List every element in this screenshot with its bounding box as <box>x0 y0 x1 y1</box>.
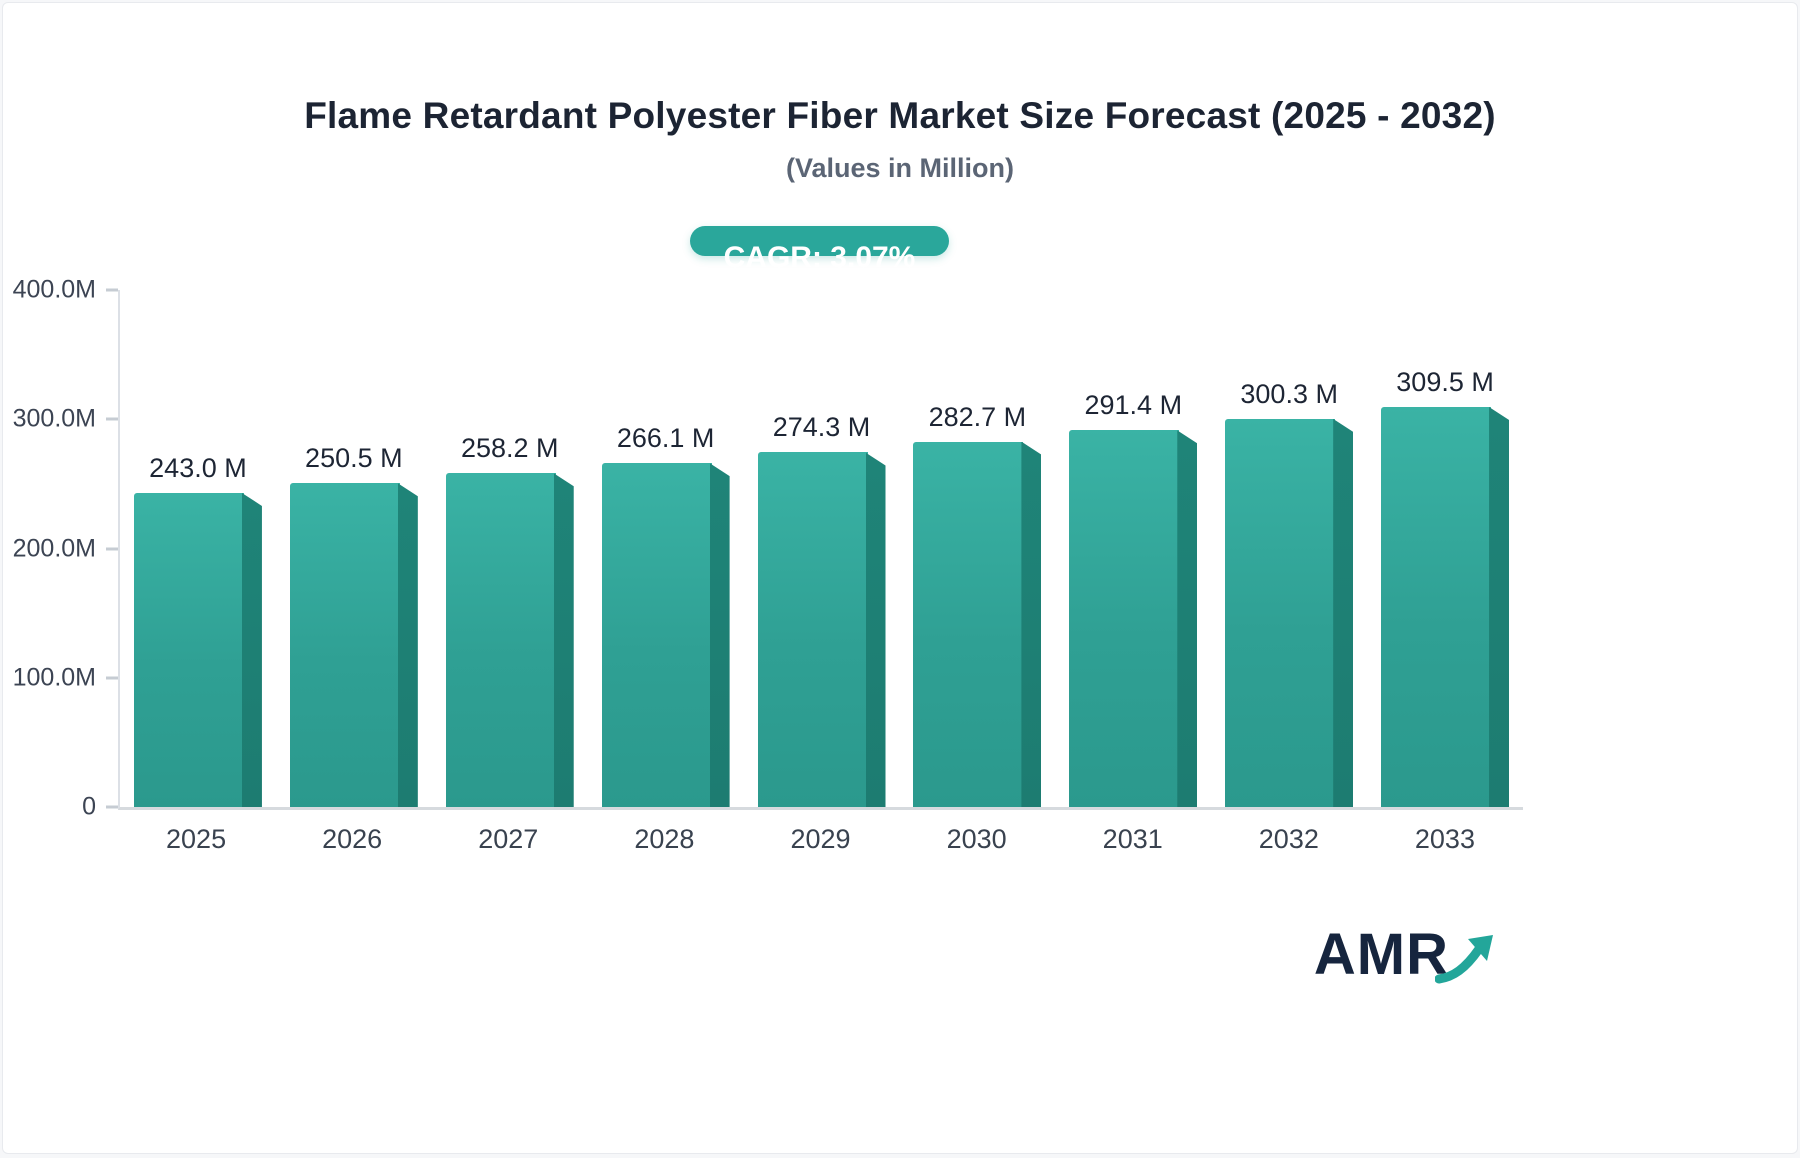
x-axis-label: 2033 <box>1414 824 1475 854</box>
bar-side-shadow <box>241 492 262 807</box>
bar-column: 291.4 M <box>1055 290 1211 807</box>
bar-face <box>1069 430 1180 807</box>
bar-face <box>1225 418 1336 807</box>
bar-side-shadow <box>1177 430 1198 807</box>
bar-face <box>913 441 1024 807</box>
bar-face <box>445 473 556 807</box>
x-axis-label: 2028 <box>634 824 695 854</box>
growth-arrow-icon <box>1435 935 1493 984</box>
y-axis-tick-label: 400.0M <box>12 275 96 304</box>
chart-subtitle: (Values in Million) <box>785 153 1015 183</box>
bar <box>445 473 574 807</box>
y-axis-tick-label: 0 <box>82 792 96 821</box>
bar <box>289 483 418 807</box>
bar-side-shadow <box>1333 418 1354 807</box>
bar <box>1225 418 1354 807</box>
bar-side-shadow <box>1021 441 1042 807</box>
chart-title: Flame Retardant Polyester Fiber Market S… <box>304 95 1496 136</box>
x-axis-label: 2026 <box>322 824 383 854</box>
bar-face <box>289 483 400 807</box>
y-axis-tick-label: 100.0M <box>12 663 96 692</box>
bar-face <box>1381 406 1492 807</box>
x-axis-label: 2027 <box>478 824 539 854</box>
x-axis-label: 2032 <box>1258 824 1319 854</box>
bars-container: 243.0 M 250.5 M 258.2 M 266.1 M 274.3 M 282.7… <box>120 290 1523 807</box>
bar-value-label: 274.3 M <box>772 412 871 443</box>
bar-side-shadow <box>553 473 574 807</box>
bar <box>133 492 262 807</box>
bar <box>601 463 730 807</box>
y-axis-tick: 400.0M <box>13 276 118 305</box>
bar-column: 266.1 M <box>588 290 744 807</box>
y-axis-tick-mark <box>106 547 118 550</box>
bar-value-label: 291.4 M <box>1084 390 1183 421</box>
bar-column: 282.7 M <box>899 290 1055 807</box>
x-axis: 2025 2026 2027 2028 2029 2030 2031 2032 2033 <box>118 824 1523 855</box>
bar-value-label: 266.1 M <box>616 423 715 454</box>
y-axis-tick: 0 <box>82 793 118 822</box>
y-axis-tick-label: 300.0M <box>12 404 96 433</box>
bar-column: 243.0 M <box>120 290 276 807</box>
bar-face <box>601 463 712 807</box>
bar-value-label: 243.0 M <box>149 452 247 483</box>
bar-column: 300.3 M <box>1211 290 1367 807</box>
y-axis-tick-mark <box>106 805 118 809</box>
bar-side-shadow <box>1489 406 1510 807</box>
bar-side-shadow <box>397 483 418 807</box>
bar-value-label: 300.3 M <box>1240 378 1338 409</box>
bar-side-shadow <box>865 452 886 807</box>
chart-area: 400.0M 300.0M 200.0M 100.0M 0 243.0 M 250.5 M… <box>13 276 1523 855</box>
bar <box>913 441 1042 807</box>
y-axis-tick: 300.0M <box>13 405 118 434</box>
cagr-badge: CAGR: 3.07% <box>689 226 950 274</box>
bar-column: 258.2 M <box>432 290 588 807</box>
y-axis-tick-mark <box>106 288 118 292</box>
x-axis-label: 2025 <box>166 824 227 854</box>
bar-value-label: 258.2 M <box>460 433 559 464</box>
bar <box>1069 430 1198 807</box>
plot-area: 400.0M 300.0M 200.0M 100.0M 0 243.0 M 250.5 M… <box>13 276 1523 821</box>
x-axis-label: 2031 <box>1102 824 1163 854</box>
x-axis-label: 2030 <box>946 824 1007 854</box>
bar <box>1381 406 1510 807</box>
bar-column: 309.5 M <box>1367 290 1523 807</box>
bar-column: 274.3 M <box>744 290 900 807</box>
y-axis-tick-label: 200.0M <box>12 534 96 562</box>
y-axis-tick-mark <box>106 676 118 680</box>
bar-side-shadow <box>709 463 730 807</box>
bar-value-label: 250.5 M <box>305 443 403 474</box>
y-axis-tick: 200.0M <box>13 534 118 563</box>
bar <box>757 452 886 807</box>
y-axis-tick: 100.0M <box>13 663 118 692</box>
y-axis-tick-mark <box>106 417 118 421</box>
bar-column: 250.5 M <box>276 290 432 807</box>
bar-value-label: 309.5 M <box>1396 366 1494 397</box>
amr-logo-text: AMR <box>1313 922 1449 987</box>
x-axis-label: 2029 <box>790 824 851 854</box>
amr-logo: AMR <box>1314 925 1497 985</box>
bar-value-label: 282.7 M <box>928 401 1027 432</box>
bar-face <box>757 452 868 807</box>
bar-face <box>133 492 244 807</box>
